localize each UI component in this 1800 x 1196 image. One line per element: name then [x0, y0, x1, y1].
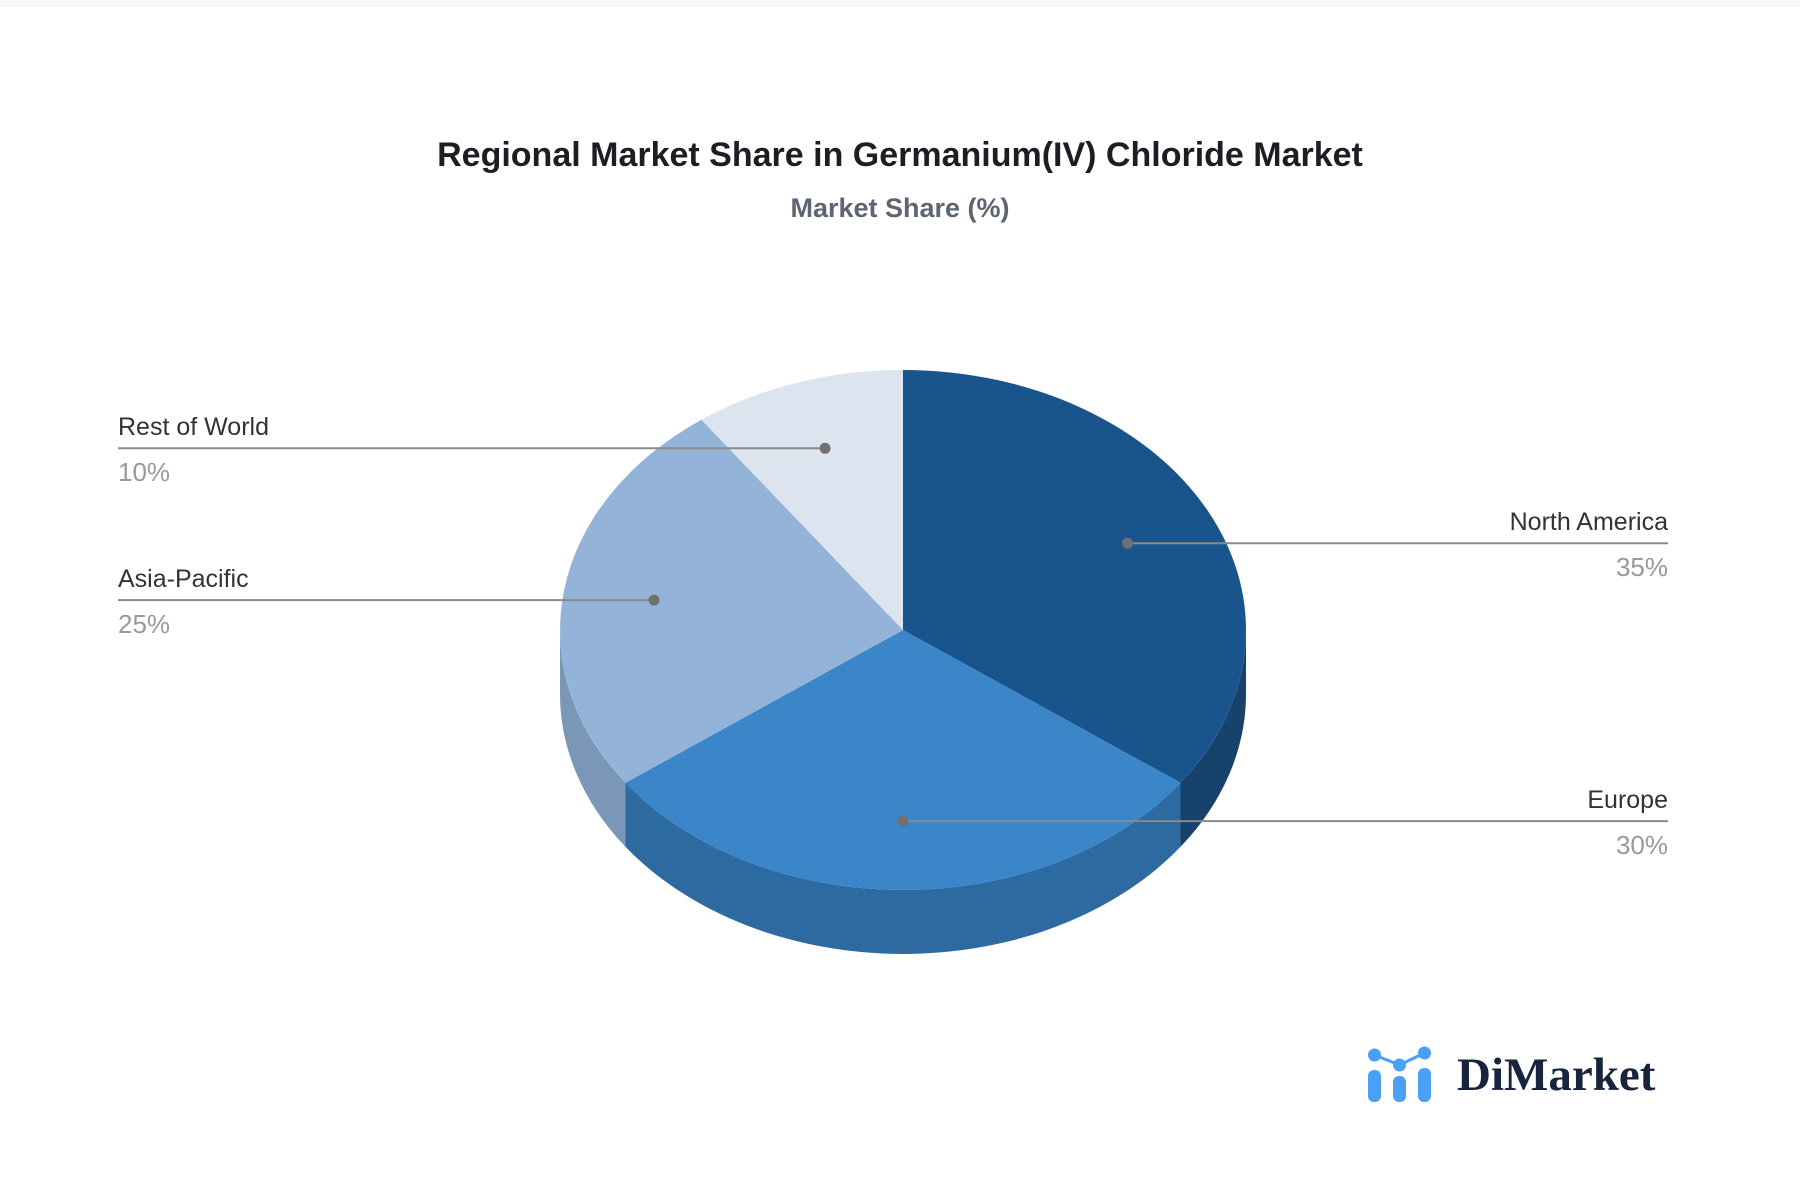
- logo-dot: [1368, 1048, 1381, 1062]
- bar-line-chart-icon: [1368, 1046, 1431, 1102]
- callout-label-europe: Europe: [1587, 786, 1668, 815]
- pie-slice-north-america[interactable]: [903, 370, 1246, 783]
- pie-slice-side-europe: [625, 782, 1181, 954]
- pie-slice-rest-of-world[interactable]: [701, 370, 903, 630]
- chart-subtitle: Market Share (%): [790, 193, 1010, 223]
- callout-label-rest-of-world: Rest of World: [118, 413, 269, 442]
- top-strip: [0, 0, 1800, 6]
- callout-dot-rest-of-world: [819, 442, 831, 454]
- callout-value-asia-pacific: 25%: [118, 609, 171, 640]
- brand-name: DiMarket: [1457, 1049, 1656, 1101]
- pie-slices: [560, 370, 1246, 890]
- callout-value-europe: 30%: [1615, 830, 1668, 861]
- callout-dot-europe: [897, 815, 909, 827]
- callout-value-rest-of-world: 10%: [118, 457, 171, 488]
- pie-callout-lines: [118, 442, 1668, 827]
- callout-dot-asia-pacific: [648, 594, 660, 606]
- logo-bar: [1368, 1070, 1381, 1102]
- brand-logo: DiMarket: [1364, 1044, 1655, 1106]
- logo-dot: [1418, 1046, 1431, 1060]
- pie-slice-asia-pacific[interactable]: [560, 419, 903, 783]
- chart-title: Regional Market Share in Germanium(IV) C…: [437, 136, 1363, 174]
- pie-slice-side-asia-pacific: [560, 630, 626, 847]
- callout-dot-north-america: [1122, 537, 1134, 549]
- pie-slice-side-north-america: [1180, 630, 1246, 847]
- callout-label-asia-pacific: Asia-Pacific: [118, 565, 249, 594]
- pie-slice-europe[interactable]: [625, 630, 1181, 890]
- pie-3d-sides: [560, 630, 1246, 954]
- logo-bar: [1393, 1076, 1406, 1102]
- callout-label-north-america: North America: [1509, 508, 1668, 537]
- logo-dot: [1393, 1058, 1406, 1072]
- callout-value-north-america: 35%: [1615, 552, 1668, 583]
- logo-bar: [1418, 1068, 1431, 1102]
